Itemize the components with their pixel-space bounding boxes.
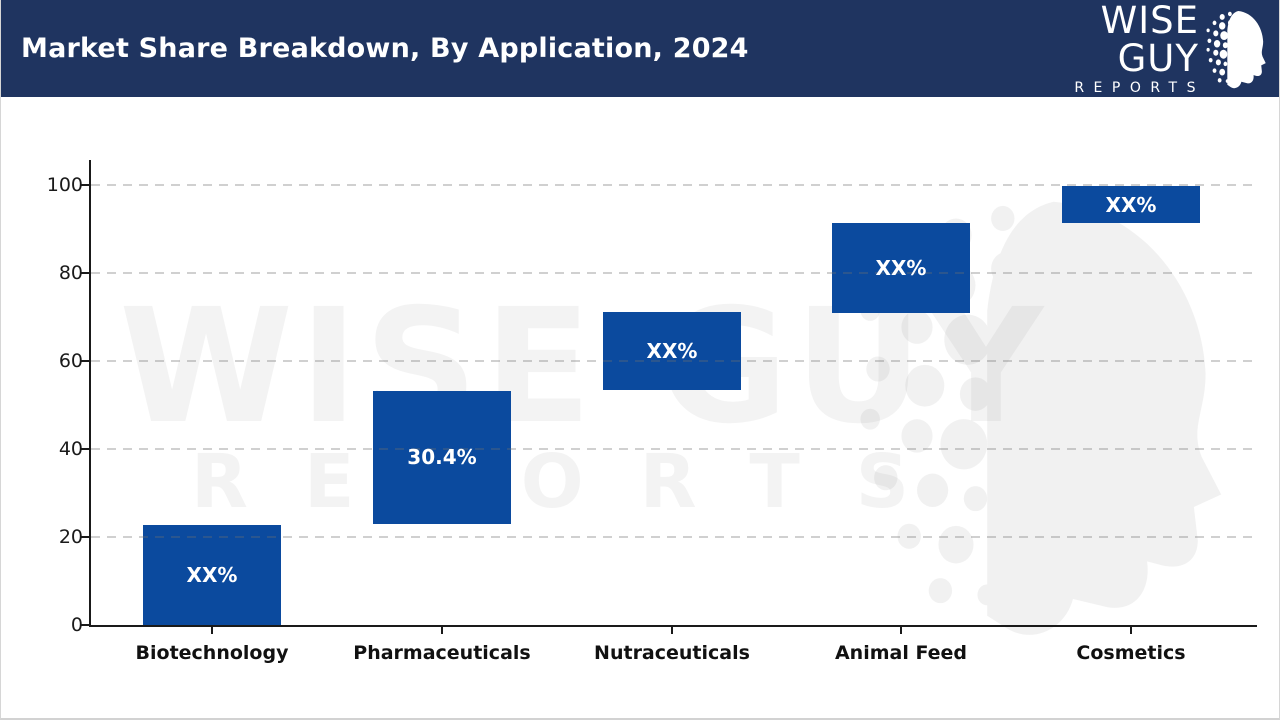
y-tick-mark — [81, 184, 89, 187]
header-bar: Market Share Breakdown, By Application, … — [1, 0, 1279, 97]
y-axis-line — [89, 160, 91, 627]
logo-wordmark-line1: WISE GUY — [1100, 0, 1199, 80]
dotted-head-profile-icon — [1206, 10, 1266, 89]
x-tick-mark — [1130, 627, 1132, 634]
bar-value-label: XX% — [1105, 192, 1157, 217]
x-tick-mark — [671, 627, 673, 634]
y-tick-mark — [81, 624, 89, 626]
bar-value-label: XX% — [186, 563, 238, 588]
x-tick-mark — [900, 627, 902, 634]
page-title: Market Share Breakdown, By Application, … — [21, 33, 749, 64]
x-axis-category-label: Cosmetics — [1076, 642, 1186, 664]
x-axis-category-label: Pharmaceuticals — [353, 642, 531, 664]
bar-segment-cosmetics — [1062, 186, 1200, 224]
bar-value-label: 30.4% — [407, 445, 477, 470]
y-tick-label: 100 — [46, 174, 83, 197]
x-axis-category-label: Animal Feed — [834, 642, 968, 664]
y-tick-label: 20 — [58, 526, 83, 548]
y-tick-mark — [81, 272, 89, 275]
y-gridline — [91, 536, 1257, 538]
y-tick-mark — [81, 536, 89, 538]
bar-segment-animal-feed — [832, 223, 970, 313]
bar-value-label: XX% — [875, 256, 927, 280]
y-gridline — [91, 184, 1257, 187]
wise-guy-reports-logo: WISE GUY REPORTS — [1017, 2, 1267, 96]
plot-area: 0 20 40 60 80 100 XX% Biotechnology 30.4% Pharmac… — [47, 160, 1257, 664]
bar-value-label: XX% — [646, 338, 698, 363]
y-tick-label: 60 — [58, 350, 83, 373]
logo-wordmark: WISE GUY REPORTS — [1017, 0, 1199, 97]
y-tick-mark — [81, 448, 89, 451]
y-tick-label: 40 — [58, 438, 83, 461]
x-tick-mark — [211, 627, 213, 634]
bar-segment-nutraceuticals — [603, 311, 741, 390]
bar-segment-pharmaceuticals — [373, 390, 511, 525]
x-tick-mark — [441, 627, 443, 634]
x-axis-category-label: Nutraceuticals — [594, 642, 750, 664]
chart-canvas: WISE GUY REPORTS 0 20 40 60 80 100 XX% Biotechn… — [1, 97, 1279, 718]
logo-wordmark-line2: REPORTS — [1074, 80, 1205, 96]
y-gridline — [91, 360, 1257, 363]
y-gridline — [91, 272, 1257, 275]
bar-segment-biotechnology — [143, 525, 281, 625]
y-tick-mark — [81, 360, 89, 363]
x-axis-category-label: Biotechnology — [135, 642, 289, 664]
x-axis-line — [89, 625, 1257, 627]
y-gridline — [91, 448, 1257, 451]
y-tick-label: 0 — [70, 614, 83, 636]
watermark-subtext: REPORTS — [191, 439, 966, 525]
y-tick-label: 80 — [58, 262, 83, 285]
